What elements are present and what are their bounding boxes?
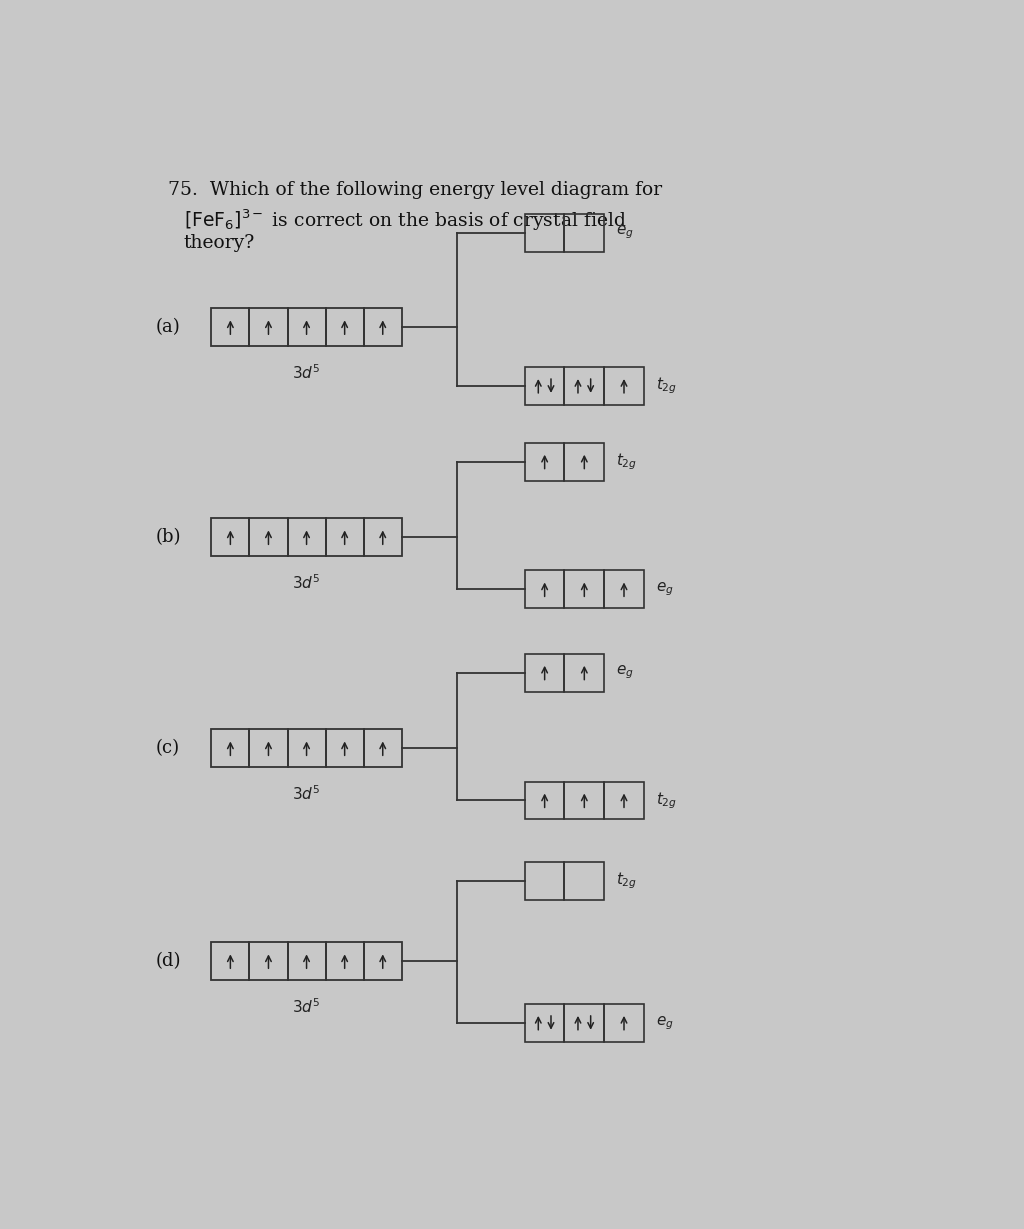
Text: $e_g$: $e_g$ xyxy=(655,1014,674,1031)
Bar xyxy=(604,782,644,820)
Text: $e_g$: $e_g$ xyxy=(616,664,634,682)
Bar xyxy=(524,367,564,404)
Bar xyxy=(288,308,326,347)
Text: $[\mathrm{FeF_6}]^{3-}$ is correct on the basis of crystal field: $[\mathrm{FeF_6}]^{3-}$ is correct on th… xyxy=(183,208,627,232)
Text: $3d^5$: $3d^5$ xyxy=(293,364,321,382)
Bar xyxy=(326,943,364,981)
Bar xyxy=(364,730,401,767)
Text: $3d^5$: $3d^5$ xyxy=(293,784,321,803)
Bar xyxy=(604,367,644,404)
Bar xyxy=(524,442,564,481)
Text: $t_{2g}$: $t_{2g}$ xyxy=(616,870,637,891)
Text: (d): (d) xyxy=(156,952,181,971)
Bar xyxy=(250,730,288,767)
Bar xyxy=(604,570,644,608)
Text: $e_g$: $e_g$ xyxy=(655,580,674,599)
Bar xyxy=(564,782,604,820)
Text: $t_{2g}$: $t_{2g}$ xyxy=(616,451,637,472)
Text: (a): (a) xyxy=(156,318,180,337)
Bar xyxy=(564,1004,604,1042)
Bar xyxy=(524,862,564,900)
Bar xyxy=(564,570,604,608)
Text: (b): (b) xyxy=(156,528,181,547)
Bar xyxy=(211,519,250,557)
Bar xyxy=(604,1004,644,1042)
Bar xyxy=(564,442,604,481)
Bar xyxy=(364,519,401,557)
Bar xyxy=(288,730,326,767)
Bar xyxy=(326,308,364,347)
Bar xyxy=(288,943,326,981)
Bar xyxy=(250,308,288,347)
Text: 75.  Which of the following energy level diagram for: 75. Which of the following energy level … xyxy=(168,181,662,199)
Bar xyxy=(524,782,564,820)
Bar xyxy=(250,943,288,981)
Bar xyxy=(524,1004,564,1042)
Bar xyxy=(364,943,401,981)
Bar xyxy=(211,308,250,347)
Bar xyxy=(564,862,604,900)
Text: (c): (c) xyxy=(156,740,180,757)
Text: theory?: theory? xyxy=(183,234,255,252)
Text: $e_g$: $e_g$ xyxy=(616,224,634,241)
Text: $t_{2g}$: $t_{2g}$ xyxy=(655,790,677,811)
Bar xyxy=(211,943,250,981)
Bar xyxy=(364,308,401,347)
Bar xyxy=(326,519,364,557)
Bar xyxy=(564,214,604,252)
Bar xyxy=(524,654,564,692)
Bar xyxy=(250,519,288,557)
Bar xyxy=(564,654,604,692)
Text: $t_{2g}$: $t_{2g}$ xyxy=(655,376,677,396)
Text: $3d^5$: $3d^5$ xyxy=(293,573,321,592)
Text: $3d^5$: $3d^5$ xyxy=(293,997,321,1016)
Bar xyxy=(211,730,250,767)
Bar xyxy=(564,367,604,404)
Bar xyxy=(288,519,326,557)
Bar xyxy=(524,214,564,252)
Bar xyxy=(326,730,364,767)
Bar xyxy=(524,570,564,608)
